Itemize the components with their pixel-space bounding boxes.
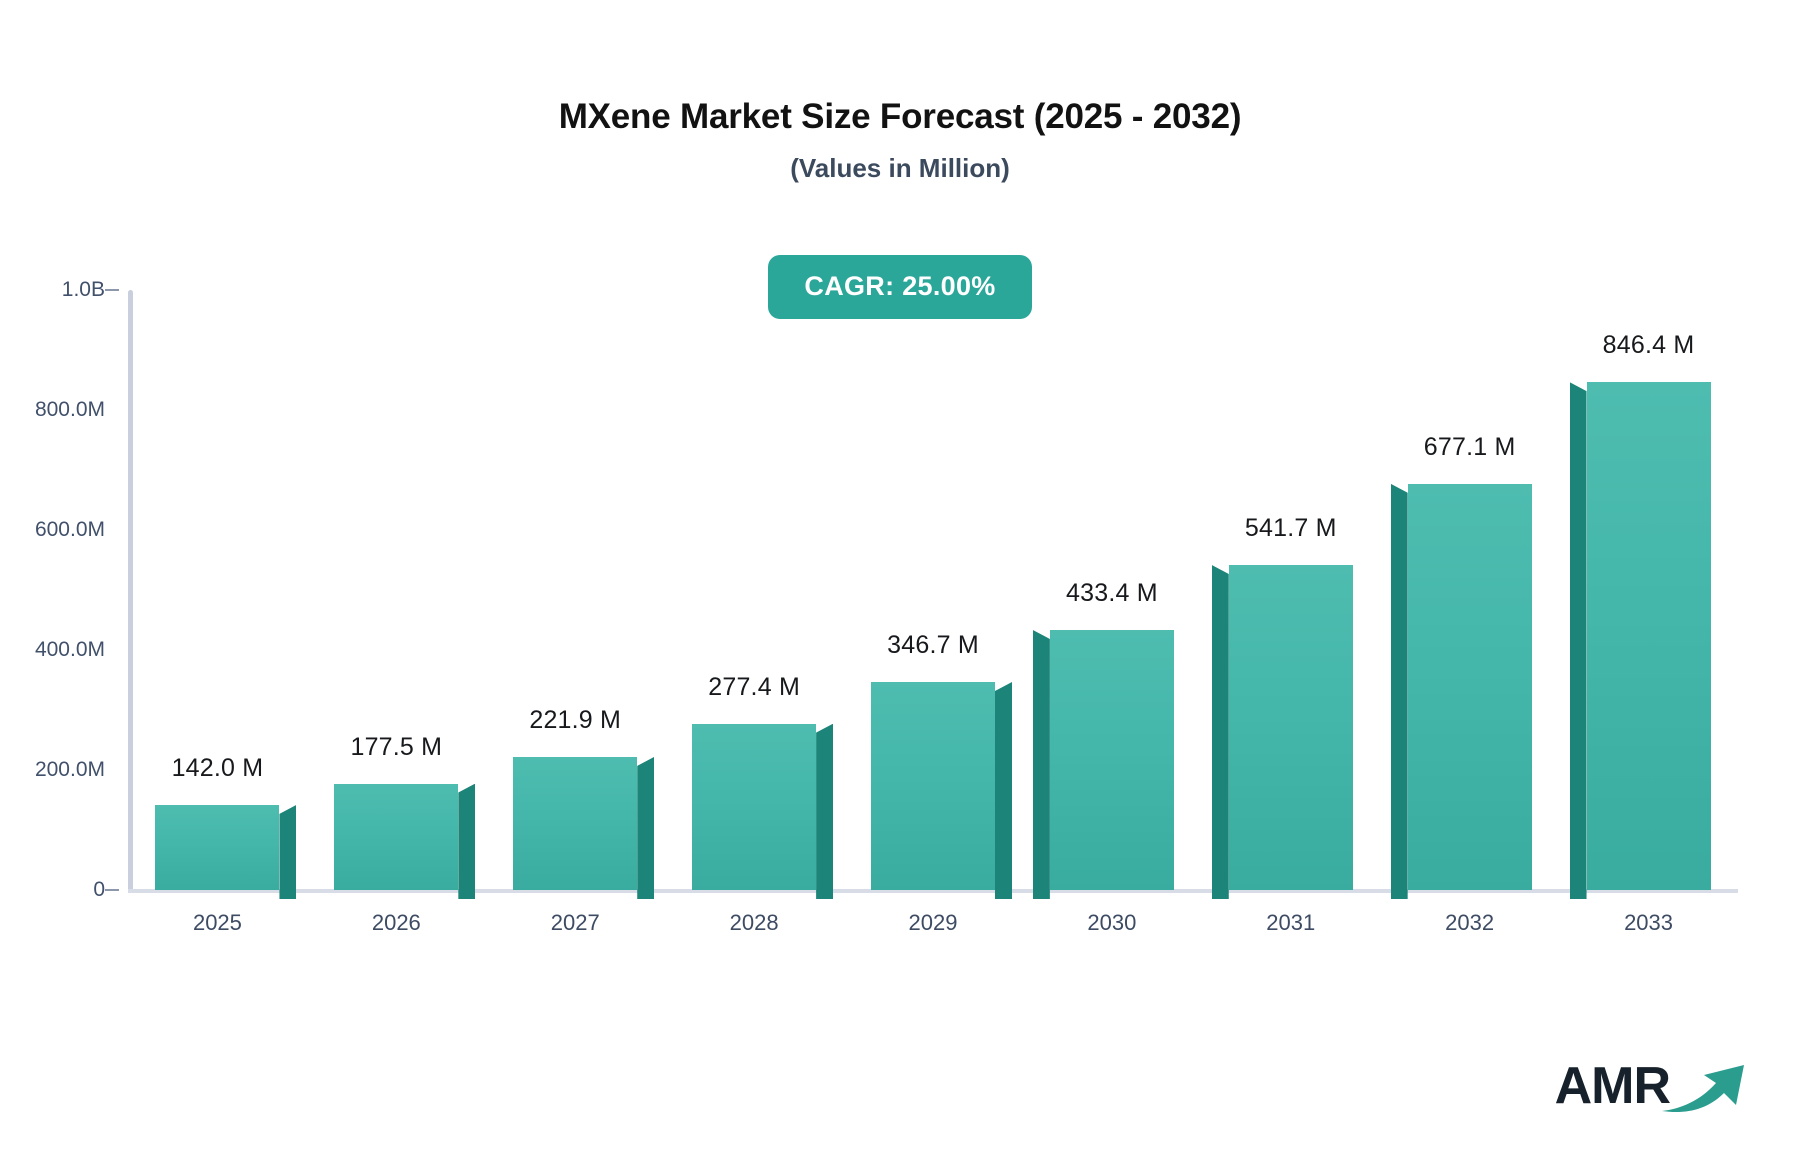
bar-slot: 221.9 M	[513, 290, 655, 899]
bar-side-face	[816, 723, 834, 899]
bar[interactable]	[155, 804, 297, 899]
bar[interactable]	[513, 756, 655, 899]
y-axis-tick-label: 800.0M	[34, 398, 105, 421]
x-axis-tick-label: 2031	[1266, 910, 1316, 935]
bar-side-face	[1390, 483, 1408, 899]
bar-value-label: 221.9 M	[529, 705, 622, 734]
x-axis-tick-label: 2029	[908, 910, 958, 935]
bar-value-label: 433.4 M	[1066, 578, 1158, 607]
bar[interactable]	[1211, 564, 1353, 899]
bar-front-face	[871, 681, 995, 890]
chart-subtitle: (Values in Million)	[790, 153, 1010, 183]
bar[interactable]	[692, 723, 834, 899]
x-axis-tick-label: 2030	[1087, 910, 1137, 935]
cagr-badge-container: CAGR: 25.00%	[0, 255, 1800, 319]
bar[interactable]	[1569, 382, 1711, 899]
chart-title: MXene Market Size Forecast (2025 - 2032)	[558, 97, 1242, 136]
y-axis-tick-mark	[105, 289, 119, 291]
x-axis-tick-label: 2033	[1624, 910, 1674, 935]
bar-side-face	[995, 681, 1012, 899]
chart-header: MXene Market Size Forecast (2025 - 2032)…	[0, 96, 1800, 184]
bar[interactable]	[871, 681, 1012, 899]
bar-value-label: 346.7 M	[887, 630, 979, 659]
bar-front-face	[692, 723, 817, 890]
growth-arrow-icon	[1660, 1059, 1748, 1120]
x-axis-tick-label: 2027	[550, 910, 600, 935]
bar-side-face	[279, 804, 297, 899]
bar-value-label: 277.4 M	[708, 672, 800, 701]
bar[interactable]	[1390, 483, 1532, 899]
bar-front-face	[1586, 382, 1711, 890]
bar-side-face	[1032, 629, 1050, 899]
x-axis-line	[128, 889, 1738, 893]
bar-slot: 541.7 M	[1211, 290, 1353, 899]
bar-front-face	[1228, 564, 1353, 890]
y-axis-tick-label: 400.0M	[34, 638, 105, 661]
bar-side-face	[1569, 382, 1587, 899]
bar-value-label: 541.7 M	[1244, 513, 1337, 542]
bar-side-face	[458, 783, 476, 899]
bar-slot: 677.1 M	[1390, 290, 1532, 899]
bar-series: 142.0 M 177.5 M 221.9 M 277.4 M 346.7 M 433.4…	[128, 290, 1738, 899]
bar-value-label: 177.5 M	[350, 732, 443, 761]
bar-value-label: 142.0 M	[171, 753, 264, 782]
bar-slot: 277.4 M	[692, 290, 834, 899]
amr-logo: AMR	[1555, 1051, 1748, 1120]
bar-front-face	[513, 756, 638, 890]
bar-side-face	[1211, 564, 1229, 899]
logo-text: AMR	[1554, 1056, 1671, 1115]
x-axis-tick-label: 2032	[1445, 910, 1495, 935]
x-axis-tick-label: 2028	[729, 910, 779, 935]
bar-value-label: 846.4 M	[1602, 331, 1695, 360]
cagr-badge: CAGR: 25.00%	[768, 255, 1032, 319]
x-axis-tick-label: 2026	[371, 910, 421, 935]
y-axis-tick-mark	[105, 889, 119, 891]
bar-front-face	[334, 783, 459, 890]
bar[interactable]	[1032, 629, 1174, 899]
bar-side-face	[637, 756, 655, 899]
bar-slot: 142.0 M	[155, 290, 297, 899]
y-axis-tick-label: 1.0B	[61, 278, 105, 301]
x-axis-tick-label: 2025	[192, 910, 242, 935]
bar-value-label: 677.1 M	[1423, 432, 1516, 461]
y-axis-tick-label: 600.0M	[34, 518, 105, 541]
bar-front-face	[1407, 483, 1532, 890]
bar-front-face	[155, 804, 280, 890]
y-axis-line	[128, 290, 133, 892]
bar-slot: 433.4 M	[1032, 290, 1174, 899]
y-axis-tick-label: 200.0M	[34, 758, 105, 781]
bar-slot: 346.7 M	[871, 290, 1012, 899]
bar-slot: 846.4 M	[1569, 290, 1711, 899]
bar-front-face	[1049, 629, 1174, 890]
bar-slot: 177.5 M	[334, 290, 476, 899]
bar[interactable]	[334, 783, 476, 899]
y-axis-tick-label: 0	[93, 878, 105, 901]
